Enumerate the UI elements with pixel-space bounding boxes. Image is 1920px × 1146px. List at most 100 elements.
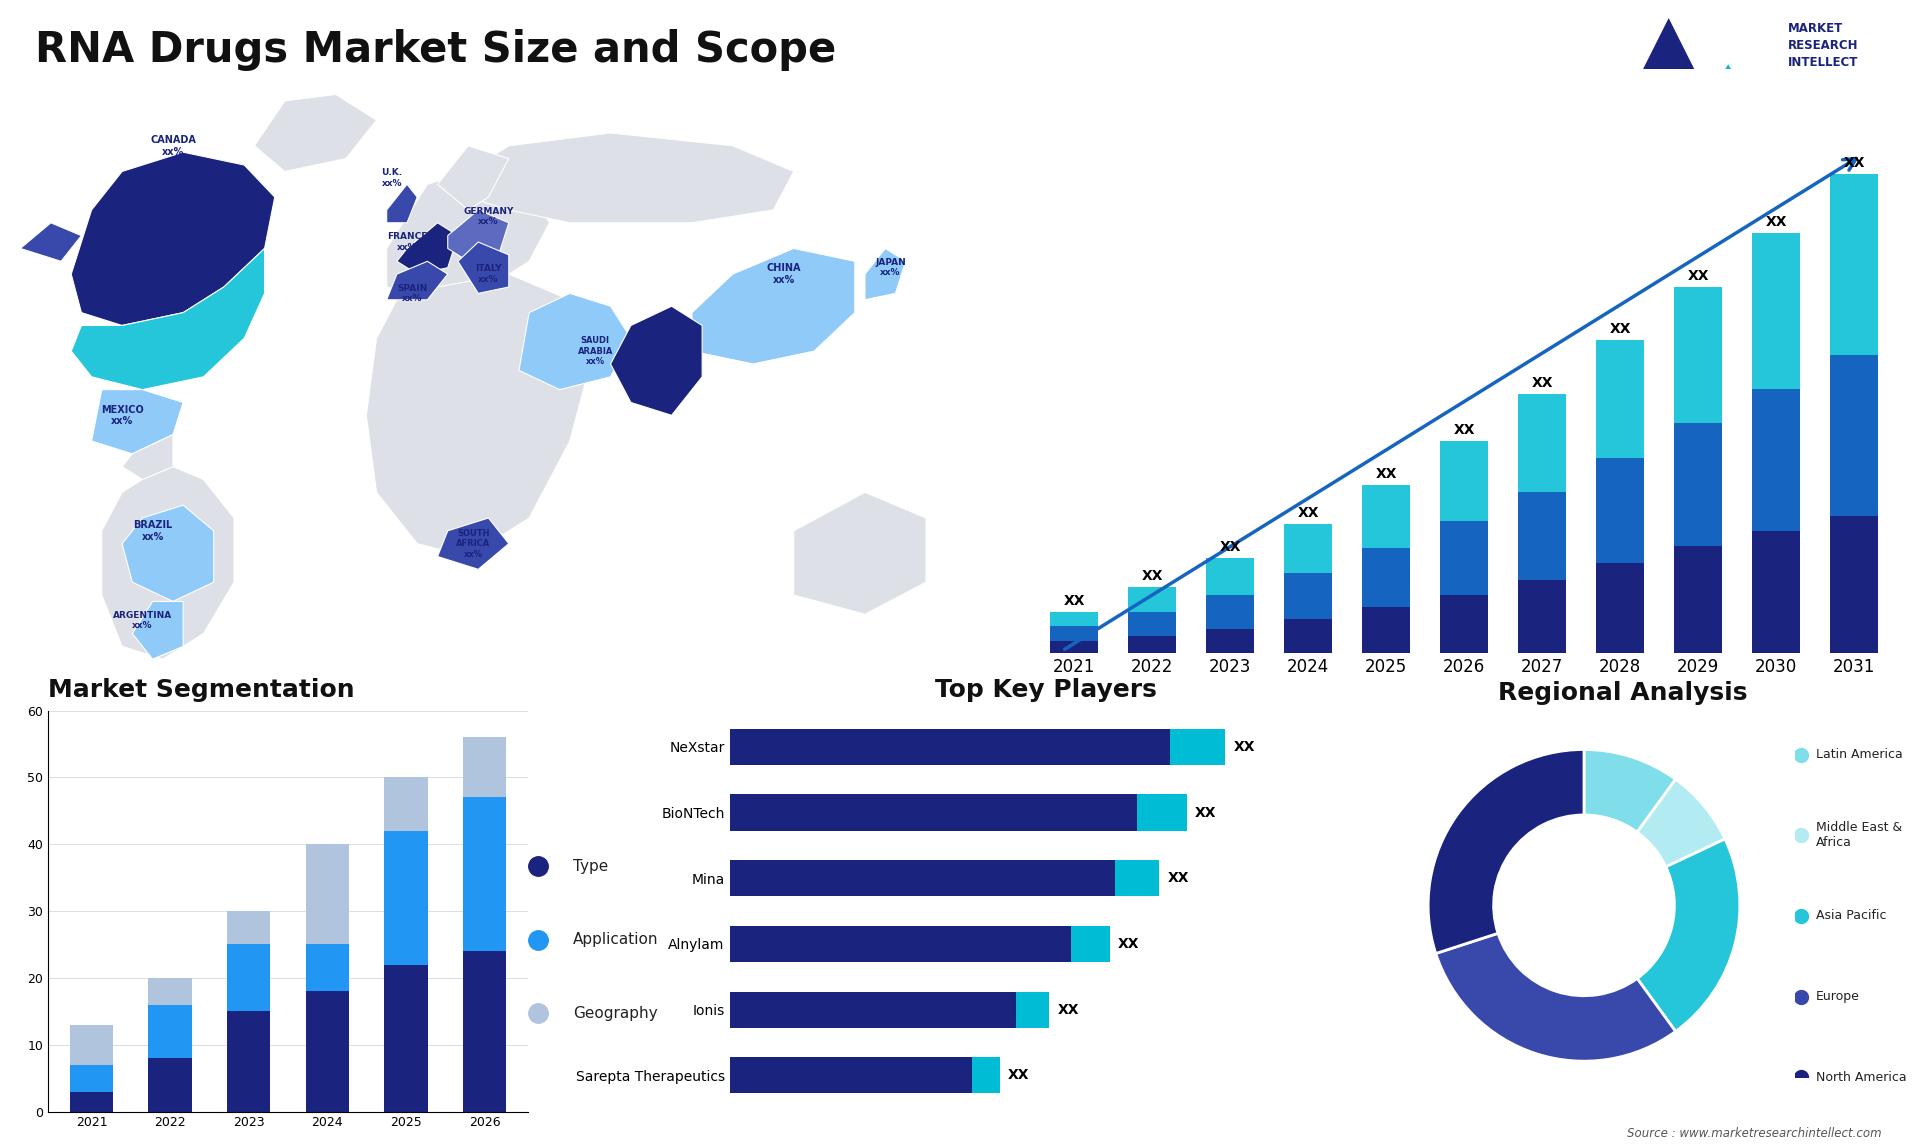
Polygon shape: [397, 222, 459, 274]
Text: XX: XX: [1117, 937, 1140, 951]
Text: Source : www.marketresearchintellect.com: Source : www.marketresearchintellect.com: [1626, 1128, 1882, 1140]
Polygon shape: [253, 94, 376, 172]
Bar: [148, 1005, 192, 1058]
Text: GERMANY
xx%: GERMANY xx%: [463, 206, 515, 226]
Text: XX: XX: [1064, 594, 1085, 607]
Text: ITALY
xx%: ITALY xx%: [474, 265, 501, 284]
Bar: [730, 1058, 972, 1093]
Bar: [1206, 595, 1254, 629]
Wedge shape: [1584, 749, 1676, 832]
Bar: [227, 1011, 271, 1112]
Bar: [305, 845, 349, 944]
Text: U.S.
xx%: U.S. xx%: [90, 283, 113, 304]
Bar: [1116, 861, 1160, 896]
Text: XX: XX: [1194, 806, 1217, 819]
Bar: [1751, 531, 1801, 653]
Text: Geography: Geography: [574, 1005, 659, 1021]
Bar: [1127, 587, 1177, 612]
Bar: [1206, 558, 1254, 595]
Polygon shape: [459, 242, 509, 293]
Polygon shape: [102, 466, 234, 659]
Bar: [1284, 524, 1332, 573]
Text: XX: XX: [1167, 871, 1188, 885]
Bar: [1674, 286, 1722, 424]
Bar: [1127, 636, 1177, 653]
Bar: [1519, 580, 1567, 653]
Bar: [1830, 517, 1878, 653]
Polygon shape: [386, 172, 549, 300]
Bar: [730, 794, 1137, 831]
Polygon shape: [793, 493, 925, 614]
Text: XX: XX: [1843, 156, 1864, 171]
Bar: [384, 965, 428, 1112]
Bar: [69, 1065, 113, 1091]
Bar: [305, 991, 349, 1112]
Bar: [1519, 492, 1567, 580]
Text: CHINA
xx%: CHINA xx%: [766, 264, 801, 285]
Text: Europe: Europe: [1816, 990, 1860, 1003]
Polygon shape: [864, 249, 906, 300]
Text: FRANCE
xx%: FRANCE xx%: [386, 233, 428, 252]
Bar: [1361, 485, 1409, 548]
Polygon shape: [447, 210, 509, 261]
Bar: [1596, 457, 1644, 563]
Polygon shape: [21, 222, 81, 261]
Bar: [1830, 355, 1878, 517]
Bar: [1206, 629, 1254, 653]
Text: U.K.
xx%: U.K. xx%: [382, 168, 403, 188]
Bar: [1071, 926, 1110, 961]
Bar: [148, 1058, 192, 1112]
Polygon shape: [367, 274, 589, 557]
Text: XX: XX: [1688, 268, 1709, 283]
Wedge shape: [1638, 839, 1740, 1031]
Bar: [972, 1058, 1000, 1093]
Text: Application: Application: [574, 932, 659, 948]
Bar: [1137, 794, 1187, 831]
Polygon shape: [71, 249, 265, 390]
Polygon shape: [123, 505, 213, 602]
Bar: [1440, 521, 1488, 595]
Polygon shape: [1686, 64, 1770, 136]
Bar: [1519, 394, 1567, 492]
Text: JAPAN
xx%: JAPAN xx%: [876, 258, 906, 277]
Wedge shape: [1638, 779, 1724, 866]
Polygon shape: [71, 152, 275, 325]
Polygon shape: [386, 185, 417, 222]
Bar: [730, 861, 1116, 896]
Bar: [1284, 619, 1332, 653]
Bar: [1440, 440, 1488, 521]
Bar: [69, 1025, 113, 1065]
Text: MEXICO
xx%: MEXICO xx%: [100, 405, 144, 426]
Text: Asia Pacific: Asia Pacific: [1816, 910, 1887, 923]
Polygon shape: [438, 146, 509, 210]
Bar: [69, 1091, 113, 1112]
Bar: [1830, 174, 1878, 355]
Bar: [730, 926, 1071, 961]
Text: XX: XX: [1532, 376, 1553, 391]
Bar: [1284, 573, 1332, 619]
Bar: [1674, 545, 1722, 653]
Bar: [1751, 390, 1801, 531]
Bar: [305, 944, 349, 991]
Bar: [463, 798, 507, 951]
Text: CANADA
xx%: CANADA xx%: [150, 135, 196, 157]
Polygon shape: [123, 434, 173, 479]
Polygon shape: [611, 306, 703, 415]
Bar: [730, 729, 1171, 764]
Text: INDIA
xx%: INDIA xx%: [641, 366, 672, 387]
Bar: [1596, 563, 1644, 653]
Bar: [1050, 627, 1098, 641]
Wedge shape: [1428, 749, 1584, 953]
Text: XX: XX: [1609, 322, 1630, 337]
Bar: [384, 831, 428, 965]
Bar: [1127, 612, 1177, 636]
Bar: [463, 951, 507, 1112]
Text: MARKET
RESEARCH
INTELLECT: MARKET RESEARCH INTELLECT: [1788, 22, 1859, 69]
Polygon shape: [386, 261, 447, 300]
Text: XX: XX: [1764, 215, 1788, 229]
Bar: [1440, 595, 1488, 653]
Bar: [1016, 991, 1048, 1028]
Text: Latin America: Latin America: [1816, 748, 1903, 761]
Text: XX: XX: [1375, 466, 1396, 480]
Text: SPAIN
xx%: SPAIN xx%: [397, 284, 428, 303]
